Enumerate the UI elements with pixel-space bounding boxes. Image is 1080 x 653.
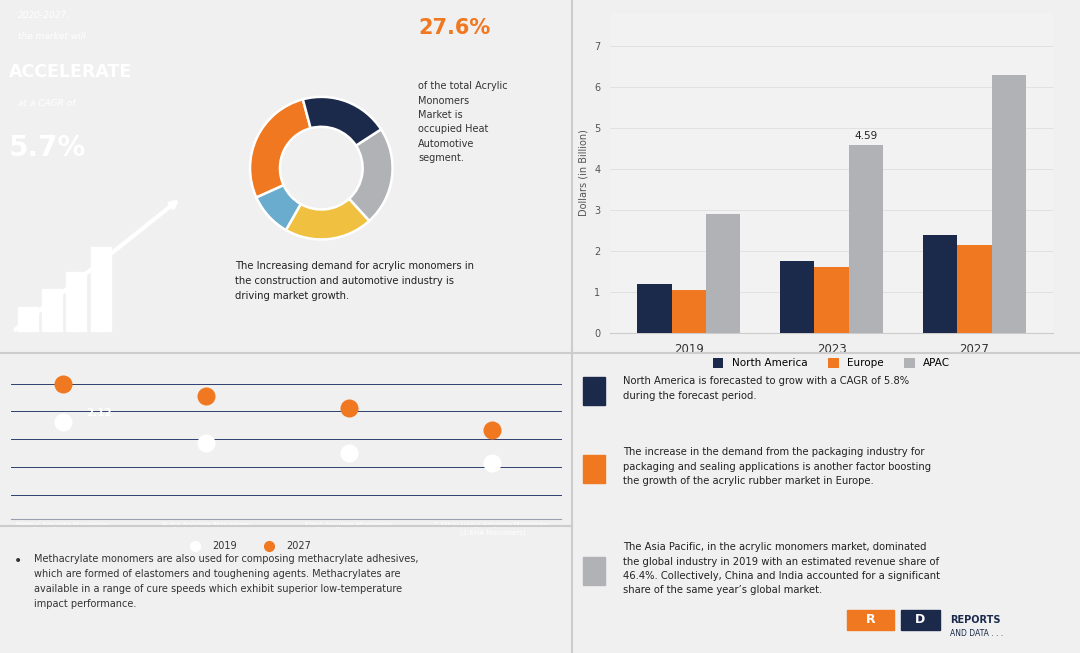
Text: R: R [866, 613, 875, 626]
Bar [582, 377, 606, 405]
Text: of the total Acrylic
Monomers
Market is
occupied Heat
Automotive
segment.: of the total Acrylic Monomers Market is … [418, 81, 508, 163]
Text: North America is forecasted to grow with a CAGR of 5.8%
during the forecast peri: North America is forecasted to grow with… [623, 377, 909, 401]
Bar [17, 307, 38, 332]
Text: 2.12: 2.12 [86, 408, 111, 419]
Legend: North America, Europe, APAC: North America, Europe, APAC [708, 354, 955, 373]
Y-axis label: Dollars (in Billion): Dollars (in Billion) [579, 129, 589, 217]
Wedge shape [302, 97, 381, 146]
Text: 2019: 2019 [212, 541, 237, 551]
Bar [957, 245, 991, 333]
Text: AND DATA . . .: AND DATA . . . [950, 629, 1003, 638]
Bar [923, 234, 957, 333]
Bar [672, 290, 706, 333]
Text: Ethyl Acrylate Monomers: Ethyl Acrylate Monomers [306, 522, 393, 528]
Bar [991, 74, 1026, 333]
Bar [847, 610, 894, 631]
Wedge shape [251, 99, 311, 198]
Bar [66, 272, 86, 332]
Bar [901, 610, 940, 631]
Bar [637, 284, 672, 333]
Bar [814, 267, 849, 333]
Text: The increase in the demand from the packaging industry for
packaging and sealing: The increase in the demand from the pack… [623, 447, 931, 486]
Text: REPORTS: REPORTS [950, 615, 1001, 625]
Bar [780, 261, 814, 333]
Text: 27.6%: 27.6% [418, 18, 490, 38]
Text: ACCELERATE: ACCELERATE [9, 63, 132, 82]
Wedge shape [349, 129, 392, 221]
Text: Butyl Acrylate Monomers: Butyl Acrylate Monomers [162, 522, 249, 528]
Text: 2027: 2027 [286, 541, 311, 551]
Wedge shape [286, 199, 369, 240]
Text: 2020-2027,: 2020-2027, [17, 10, 70, 20]
Text: Methyl Acrylate Monomers: Methyl Acrylate Monomers [16, 522, 110, 528]
Bar [582, 557, 606, 585]
Text: the market will: the market will [17, 32, 85, 40]
Text: The Asia Pacific, in the acrylic monomers market, dominated
the global industry : The Asia Pacific, in the acrylic monomer… [623, 542, 941, 596]
Bar [849, 145, 883, 333]
Text: 5.7%: 5.7% [9, 134, 86, 162]
Text: 2 Ethyl Hexyl Acrylate Monomers
(2-EHA Monomers): 2 Ethyl Hexyl Acrylate Monomers (2-EHA M… [434, 522, 551, 536]
Text: at a CAGR of: at a CAGR of [17, 99, 76, 108]
Bar [91, 247, 110, 332]
Bar [582, 454, 606, 483]
Bar [706, 214, 740, 333]
Text: D: D [915, 613, 926, 626]
Text: 4.59: 4.59 [854, 131, 878, 140]
Text: Methacrylate monomers are also used for composing methacrylate adhesives,
which : Methacrylate monomers are also used for … [35, 554, 419, 609]
Bar [42, 289, 62, 332]
Wedge shape [256, 185, 301, 230]
Text: •: • [14, 554, 23, 567]
Text: The Increasing demand for acrylic monomers in
the construction and automotive in: The Increasing demand for acrylic monome… [235, 261, 474, 300]
